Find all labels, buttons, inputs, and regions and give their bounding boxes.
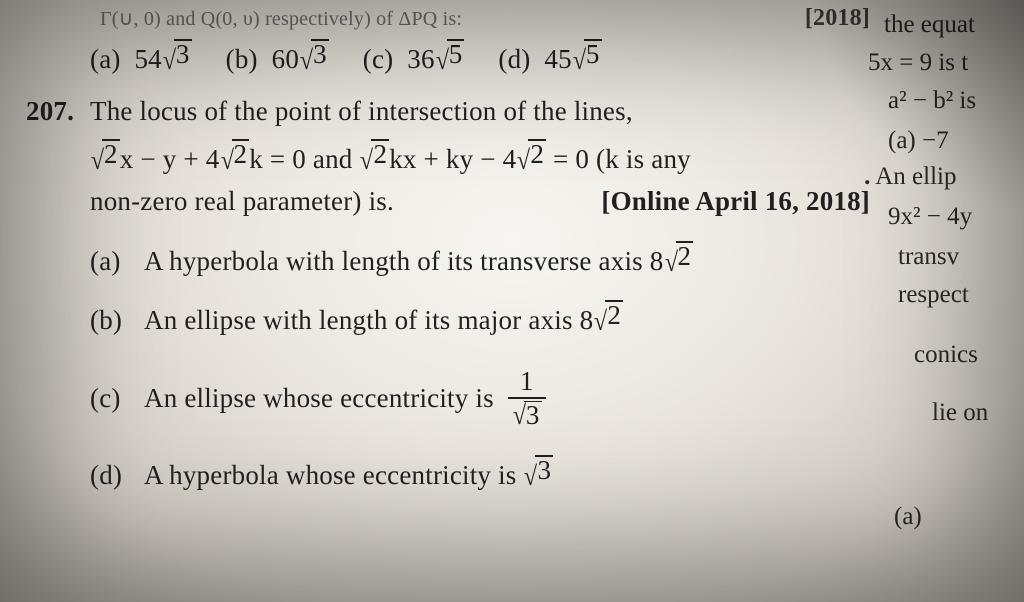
q207-choice-d: (d) A hyperbola whose eccentricity is √3 [90,455,870,497]
main-column: Γ(∪, 0) and Q(0, υ) respectively) of ΔPQ… [90,0,870,515]
right-line-5: 9x² − 4y [888,198,972,236]
choice-text: A hyperbola whose eccentricity is [144,460,516,490]
q113-text: An ellip [870,163,956,190]
q207-equation-line: √2x − y + 4√2k = 0 and √2kx + ky − 4√2 =… [90,139,870,181]
radicand: 2 [371,139,389,168]
right-line-0: the equat [884,6,975,44]
right-line-3: (a) −7 [888,122,949,160]
eq-text: = 0 (k is any [546,144,691,174]
right-line-7: respect [898,276,969,314]
year-2018: [2018] [805,0,870,37]
eq-text: x − y + 4 [120,144,220,174]
option-label: (a) [90,241,134,283]
right-line-1: 5x = 9 is t [868,44,968,82]
radicand: 5 [584,39,602,68]
q207-source: [Online April 16, 2018] [601,181,870,223]
right-q113: 113. An ellip [864,158,956,196]
q207-number: 207. [26,91,74,133]
cut-fragment: Γ(∪, 0) and Q(0, υ) respectively) of ΔPQ… [100,4,462,35]
fraction: 1 √3 [508,368,546,429]
q206-option-c: (c) 36√5 [363,39,465,81]
radicand: 2 [605,300,623,329]
option-label: (c) [90,378,134,420]
option-label: (c) [363,44,394,74]
option-label: (d) [498,44,530,74]
q207-line3a: non-zero real parameter) is. [90,181,394,223]
choice-text: An ellipse whose eccentricity is [144,378,494,420]
q207-line3: non-zero real parameter) is. [Online Apr… [90,181,870,223]
q206-options-row: (a) 54√3 (b) 60√3 (c) 36√5 (d) 45√5 [90,39,870,81]
coef: 60 [272,44,299,74]
right-line-8: conics [914,336,978,374]
coef: 45 [544,44,571,74]
q207-choice-b: (b) An ellipse with length of its major … [90,300,870,342]
choice-text: A hyperbola with length of its transvers… [144,246,664,276]
radicand: 2 [528,139,546,168]
option-label: (a) [90,44,121,74]
radicand: 3 [311,39,329,68]
denominator: √3 [508,397,546,429]
right-line-6: transv [898,238,959,276]
radicand: 3 [174,39,192,68]
q207-choice-a: (a) A hyperbola with length of its trans… [90,241,870,283]
page-root: Γ(∪, 0) and Q(0, υ) respectively) of ΔPQ… [0,0,1024,602]
option-label: (d) [90,455,134,497]
right-line-10: (a) [894,498,922,536]
coef: 36 [407,44,434,74]
option-label: (a) [888,127,916,154]
numerator: 1 [516,368,538,397]
q206-option-d: (d) 45√5 [498,39,601,81]
q206-option-a: (a) 54√3 [90,39,192,81]
eq-text: kx + ky − 4 [389,144,516,174]
radicand: 3 [524,401,542,429]
q207-choices: (a) A hyperbola with length of its trans… [90,241,870,498]
choice-text: An ellipse with length of its major axis… [144,305,593,335]
option-label: (b) [90,300,134,342]
option-label: (b) [226,44,258,74]
right-line-2: a² − b² is [888,82,976,120]
q207-line1: The locus of the point of intersection o… [90,91,870,133]
radicand: 2 [102,139,120,168]
radicand: 3 [535,455,553,484]
right-cropped-column: the equat 5x = 9 is t a² − b² is (a) −7 … [864,0,1024,602]
radicand: 5 [447,39,465,68]
cut-top-line: Γ(∪, 0) and Q(0, υ) respectively) of ΔPQ… [90,0,870,37]
q207-block: 207. The locus of the point of intersect… [90,91,870,497]
coef: 54 [134,44,161,74]
right-line-9: lie on [932,394,988,432]
q206-option-b: (b) 60√3 [226,39,329,81]
eq-text: k = 0 and [249,144,359,174]
q207-choice-c: (c) An ellipse whose eccentricity is 1 √… [90,368,870,429]
option-value: −7 [916,127,949,154]
